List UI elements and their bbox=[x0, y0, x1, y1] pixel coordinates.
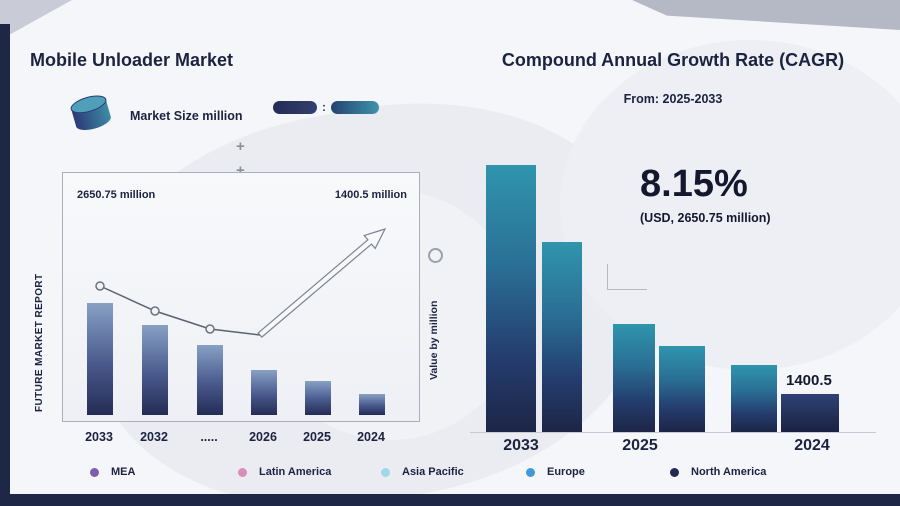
right-chart-y-axis-label: Value by million bbox=[428, 300, 440, 380]
plus-decoration: + bbox=[236, 138, 245, 155]
left-xlabel-5: 2025 bbox=[303, 430, 331, 444]
legend-item-asia-pacific: Asia Pacific bbox=[381, 466, 464, 478]
left-xlabel-6: 2024 bbox=[357, 430, 385, 444]
legend-label: North America bbox=[691, 466, 767, 478]
right-chart-subtitle: From: 2025-2033 bbox=[623, 92, 723, 106]
left-xlabel-1: 2033 bbox=[85, 430, 113, 444]
legend-dot bbox=[526, 467, 535, 477]
right-xlabel-2025: 2025 bbox=[622, 437, 658, 454]
legend-dot bbox=[90, 467, 99, 477]
right-bar-5 bbox=[731, 365, 777, 432]
right-bar-6 bbox=[781, 394, 839, 432]
left-chart-panel: 2650.75 million 1400.5 million bbox=[62, 172, 420, 422]
right-chart-baseline bbox=[470, 432, 876, 433]
pill-navy bbox=[273, 100, 317, 114]
right-xlabel-2033: 2033 bbox=[503, 437, 539, 454]
legend-item-latin-america: Latin America bbox=[238, 466, 331, 478]
legend-item-mea: MEA bbox=[90, 466, 135, 478]
legend-item-europe: Europe bbox=[526, 466, 585, 478]
top-right-corner-shape bbox=[632, 0, 900, 30]
pill-colon: : bbox=[322, 100, 326, 114]
left-bar-4 bbox=[251, 370, 277, 415]
right-chart-value-label: 1400.5 bbox=[786, 372, 832, 389]
left-bar-6 bbox=[359, 394, 385, 415]
circle-decoration bbox=[428, 248, 443, 263]
legend-label: Europe bbox=[547, 466, 585, 478]
left-bar-5 bbox=[305, 381, 331, 415]
cagr-detail: (USD, 2650.75 million) bbox=[640, 211, 771, 225]
left-bar-3 bbox=[197, 345, 223, 415]
left-chart-y-axis-label: FUTURE MARKET REPORT bbox=[34, 273, 45, 412]
left-xlabel-2: 2032 bbox=[140, 430, 168, 444]
legend-dot bbox=[381, 467, 390, 477]
market-size-legend: Market Size million bbox=[62, 92, 243, 139]
plus-decoration: + bbox=[236, 162, 245, 179]
right-bar-3 bbox=[613, 324, 655, 432]
background-blob bbox=[560, 40, 900, 370]
cylinder-icon bbox=[62, 92, 120, 139]
left-chart-title: Mobile Unloader Market bbox=[30, 50, 234, 70]
pill-teal bbox=[331, 100, 379, 114]
legend-label: Latin America bbox=[259, 466, 332, 478]
trend-line-arrow bbox=[95, 228, 387, 338]
top-left-corner-shape bbox=[0, 0, 72, 40]
right-chart-title: Compound Annual Growth Rate (CAGR) bbox=[501, 50, 845, 70]
right-bar-4 bbox=[659, 346, 705, 432]
pill-decorations: : bbox=[273, 100, 379, 114]
legend-item-north-america: North America bbox=[670, 466, 766, 478]
left-chart-max-value: 2650.75 million bbox=[77, 189, 156, 201]
bracket-decoration bbox=[607, 264, 647, 290]
legend-label: Asia Pacific bbox=[402, 466, 464, 478]
cagr-value: 8.15% bbox=[640, 163, 748, 205]
right-bar-2 bbox=[542, 242, 582, 432]
left-border-strip bbox=[0, 24, 10, 506]
right-bar-1 bbox=[486, 165, 536, 432]
left-bar-2 bbox=[142, 325, 168, 415]
market-size-legend-label: Market Size million bbox=[130, 108, 243, 123]
legend-dot bbox=[238, 467, 247, 477]
left-xlabel-3: ..... bbox=[200, 430, 218, 444]
left-chart-min-value: 1400.5 million bbox=[334, 189, 407, 201]
left-xlabel-4: 2026 bbox=[249, 430, 277, 444]
legend-label: MEA bbox=[111, 466, 136, 478]
bottom-border-strip bbox=[0, 494, 900, 506]
left-bar-1 bbox=[87, 303, 113, 415]
legend-dot bbox=[670, 467, 679, 477]
right-xlabel-2024: 2024 bbox=[794, 437, 830, 454]
